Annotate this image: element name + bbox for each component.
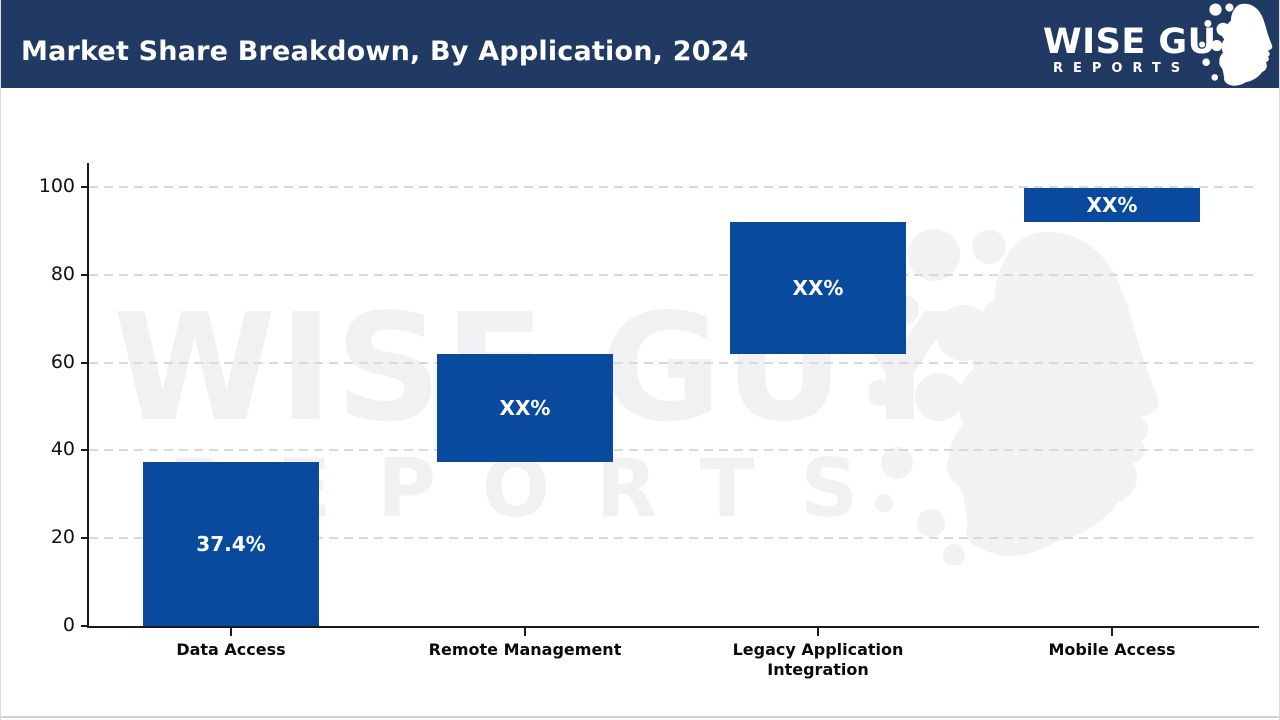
y-axis-spine [87, 163, 89, 628]
x-tick-mark [524, 628, 526, 636]
gridline-60 [89, 361, 1259, 364]
gridline-20 [89, 537, 1259, 540]
gridline-80 [89, 273, 1259, 276]
y-axis-tick-label: 60 [50, 350, 75, 373]
logo-wordmark: WISE GUY [1043, 22, 1243, 62]
y-tick-mark [81, 186, 89, 188]
x-axis-category-label: Remote Management [428, 640, 622, 659]
x-axis-category-label: Mobile Access [1048, 640, 1176, 659]
bar-value-label: XX% [1086, 192, 1138, 217]
bottom-border-rule [1, 716, 1279, 718]
y-tick-mark [81, 361, 89, 364]
y-axis-tick-label: 100 [38, 175, 75, 197]
logo-face-icon [1199, 3, 1273, 86]
bar-value-label: 37.4% [196, 531, 266, 556]
x-axis-category-label: Data Access [176, 640, 286, 659]
bar-data-access [143, 461, 319, 626]
x-tick-mark [1111, 628, 1113, 636]
y-tick-mark [81, 273, 89, 276]
bar-value-label: XX% [499, 395, 551, 420]
y-axis-tick-label: 20 [50, 526, 75, 549]
y-axis-tick-label: 80 [50, 262, 75, 285]
chart-title: Market Share Breakdown, By Application, … [21, 36, 749, 67]
bar-mobile-access [1024, 187, 1200, 223]
logo-subtext: REPORTS [1053, 61, 1191, 76]
y-tick-mark [81, 537, 89, 540]
y-axis-tick-label: 40 [50, 438, 75, 461]
x-tick-mark [817, 628, 819, 636]
gridline-40 [89, 449, 1259, 452]
bar-legacy-application-integration [730, 222, 906, 354]
bar-value-label: XX% [792, 275, 844, 300]
x-axis-category-label: Legacy Application Integration [732, 640, 904, 679]
gridline-100 [89, 186, 1259, 188]
x-tick-mark [230, 628, 232, 636]
header-banner: Market Share Breakdown, By Application, … [1, 0, 1279, 88]
bar-remote-management [437, 353, 613, 462]
y-tick-mark [81, 449, 89, 452]
x-axis-spine [87, 626, 1259, 628]
y-tick-mark [81, 625, 89, 627]
y-axis-tick-label: 0 [62, 614, 75, 636]
